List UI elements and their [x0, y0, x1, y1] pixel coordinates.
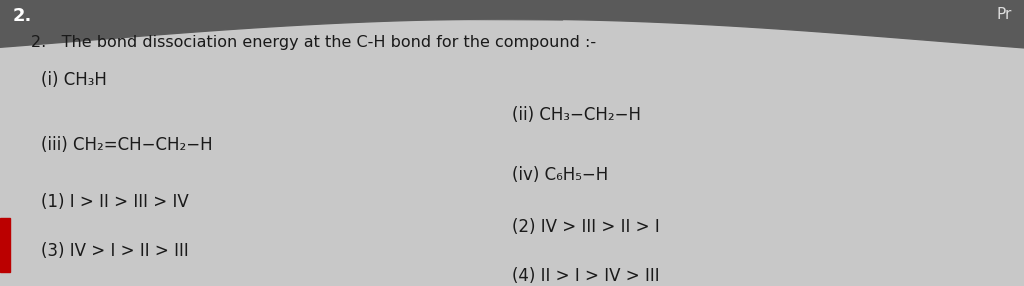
- Bar: [0, 218, 10, 272]
- Text: (3) IV > I > II > III: (3) IV > I > II > III: [41, 243, 188, 261]
- Text: (2) IV > III > II > I: (2) IV > III > II > I: [512, 218, 659, 236]
- Text: (1) I > II > III > IV: (1) I > II > III > IV: [41, 193, 188, 211]
- Text: 2.: 2.: [12, 7, 32, 25]
- Text: (i) CH₃H: (i) CH₃H: [41, 71, 106, 89]
- Text: (iii) CH₂=CH−CH₂−H: (iii) CH₂=CH−CH₂−H: [41, 136, 213, 154]
- Text: (4) II > I > IV > III: (4) II > I > IV > III: [512, 267, 659, 285]
- Text: 2.   The bond dissociation energy at the C-H bond for the compound :-: 2. The bond dissociation energy at the C…: [31, 35, 596, 50]
- Text: (iv) C₆H₅−H: (iv) C₆H₅−H: [512, 166, 608, 184]
- Text: (ii) CH₃−CH₂−H: (ii) CH₃−CH₂−H: [512, 106, 641, 124]
- Text: Pr: Pr: [996, 7, 1012, 22]
